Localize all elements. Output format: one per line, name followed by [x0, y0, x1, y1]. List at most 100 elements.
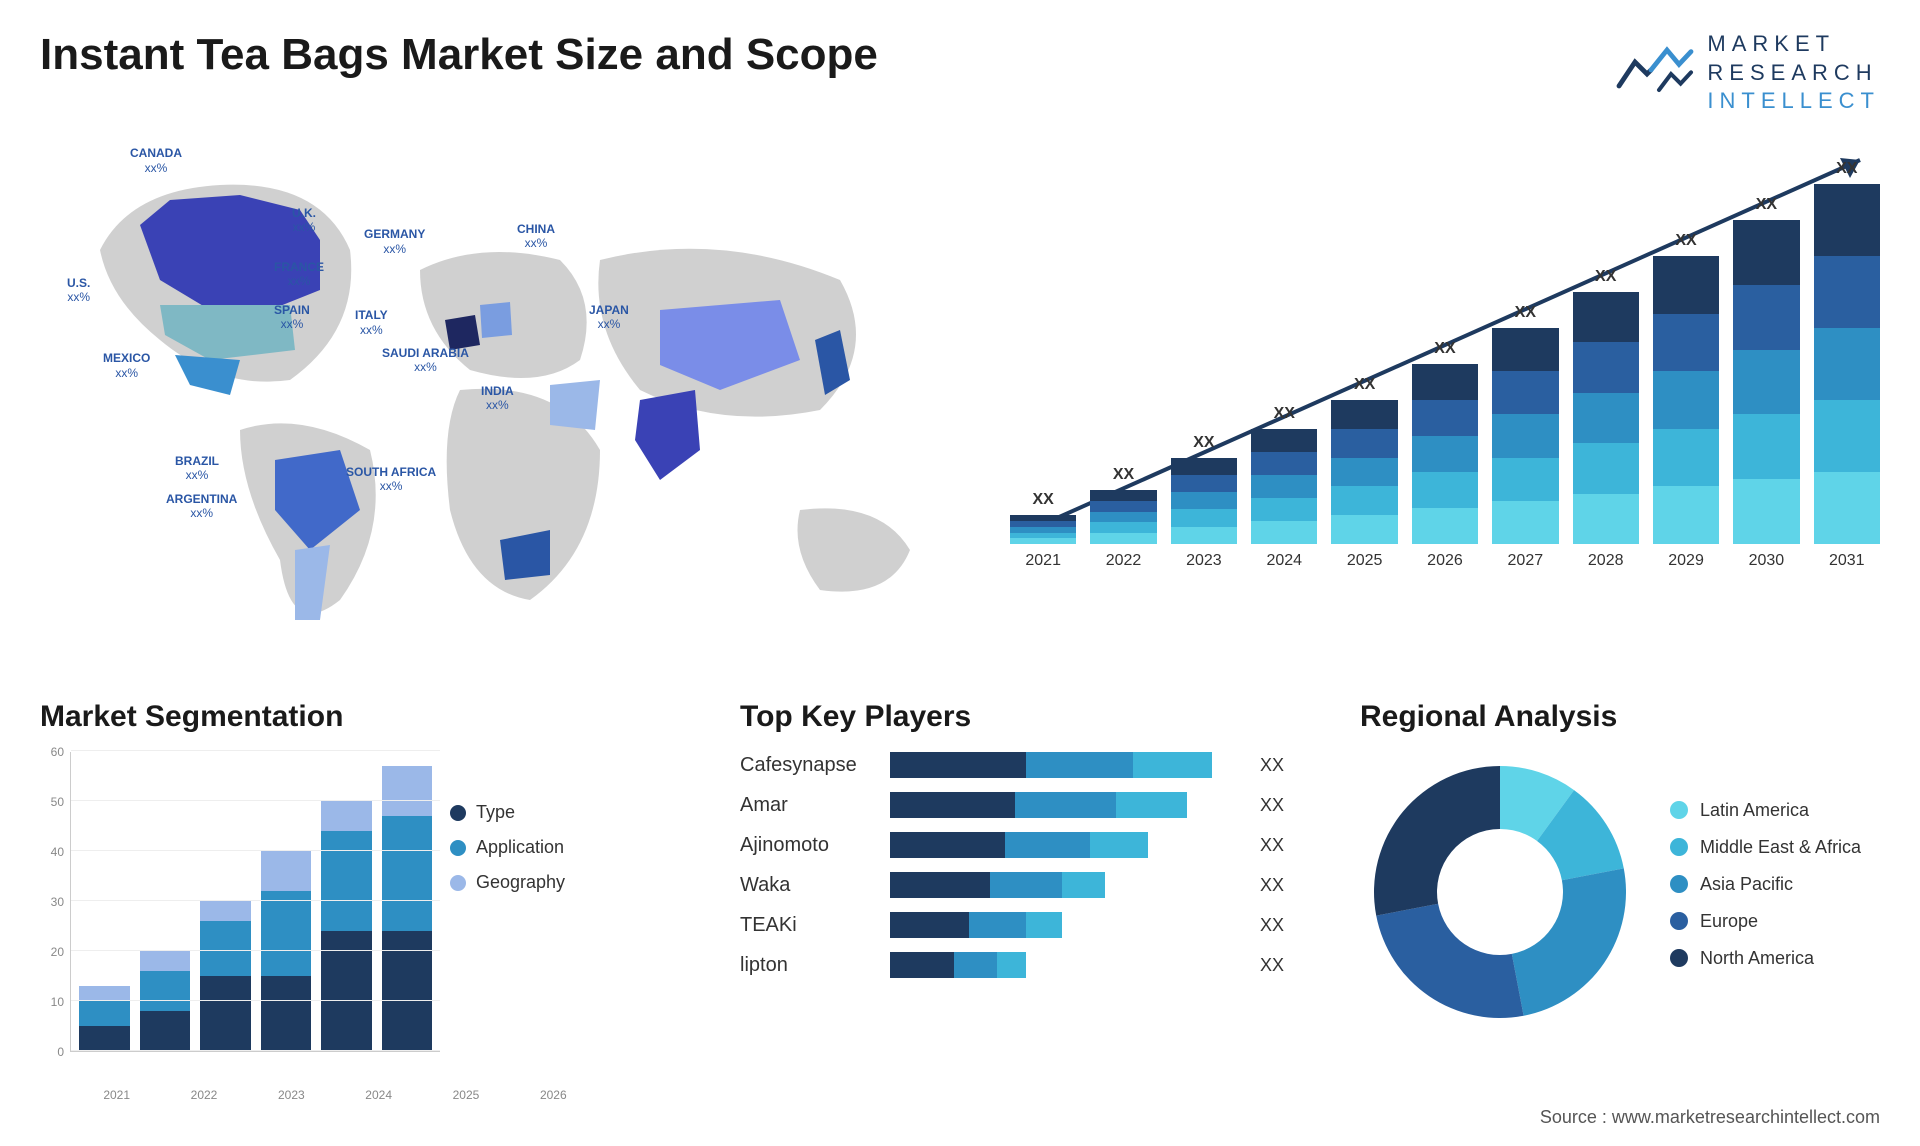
donut-slice — [1376, 904, 1523, 1018]
logo-mark-icon — [1615, 40, 1695, 105]
bar-segment — [1251, 521, 1317, 544]
players-title: Top Key Players — [740, 700, 1300, 734]
bar-segment — [1492, 371, 1558, 414]
seg-year: 2025 — [427, 1088, 504, 1102]
seg-bar — [261, 851, 312, 1051]
seg-segment — [79, 1001, 130, 1026]
bar-year: 2023 — [1186, 552, 1222, 570]
bar-segment — [1251, 429, 1317, 452]
player-segment — [890, 752, 1026, 778]
bar-segment — [1331, 400, 1397, 429]
seg-segment — [261, 851, 312, 891]
bar-segment — [1492, 501, 1558, 544]
donut-slice — [1374, 766, 1500, 916]
axis-tick: 10 — [51, 995, 64, 1009]
seg-bar — [79, 986, 130, 1051]
player-row: AmarXX — [740, 792, 1300, 818]
seg-year: 2022 — [165, 1088, 242, 1102]
bar-year: 2030 — [1749, 552, 1785, 570]
player-segment — [890, 832, 1005, 858]
player-segment — [1026, 912, 1062, 938]
map-label: SOUTH AFRICAxx% — [346, 465, 436, 494]
regional-section: Regional Analysis Latin AmericaMiddle Ea… — [1360, 700, 1900, 1032]
player-segment — [890, 792, 1015, 818]
seg-segment — [140, 1011, 191, 1051]
bar-segment — [1412, 436, 1478, 472]
bar-segment — [1331, 515, 1397, 544]
player-value: XX — [1260, 875, 1300, 896]
player-row: Cafesynapse XX — [740, 752, 1300, 778]
legend-item: Asia Pacific — [1670, 874, 1861, 895]
bar-year: 2021 — [1025, 552, 1061, 570]
bar-year: 2024 — [1266, 552, 1302, 570]
player-segment — [1090, 832, 1147, 858]
seg-segment — [261, 976, 312, 1051]
segmentation-legend: Type Application Geography — [440, 752, 600, 1082]
axis-tick: 40 — [51, 845, 64, 859]
bar-segment — [1171, 458, 1237, 475]
players-section: Top Key Players Cafesynapse XX AmarXX Ajino… — [740, 700, 1300, 992]
seg-year: 2023 — [253, 1088, 330, 1102]
bar-segment — [1492, 328, 1558, 371]
seg-segment — [200, 921, 251, 976]
legend-label: Middle East & Africa — [1700, 837, 1861, 858]
legend-label: Type — [476, 802, 515, 823]
legend-item: Middle East & Africa — [1670, 837, 1861, 858]
legend-dot-icon — [1670, 875, 1688, 893]
seg-bar — [140, 951, 191, 1051]
bar-segment — [1814, 472, 1880, 544]
bar-value: XX — [1033, 491, 1054, 509]
map-label: JAPANxx% — [589, 303, 629, 332]
bar-year: 2029 — [1668, 552, 1704, 570]
bar-segment — [1251, 475, 1317, 498]
seg-segment — [200, 976, 251, 1051]
axis-tick: 50 — [51, 795, 64, 809]
map-country-mexico — [175, 355, 240, 395]
player-bar — [890, 752, 1248, 778]
bar-segment — [1814, 400, 1880, 472]
legend-label: Geography — [476, 872, 565, 893]
seg-segment — [382, 766, 433, 816]
seg-bar — [200, 901, 251, 1051]
bar-value: XX — [1756, 196, 1777, 214]
bar-year: 2022 — [1106, 552, 1142, 570]
seg-segment — [140, 951, 191, 971]
bar-segment — [1412, 364, 1478, 400]
player-bar — [890, 792, 1248, 818]
map-label: CANADAxx% — [130, 146, 182, 175]
player-segment — [1133, 752, 1212, 778]
player-name: Cafesynapse — [740, 754, 890, 777]
bar-value: XX — [1434, 340, 1455, 358]
bar-column: XX2024 — [1251, 405, 1317, 570]
bar-segment — [1653, 486, 1719, 544]
player-value: XX — [1260, 835, 1300, 856]
bar-segment — [1412, 472, 1478, 508]
bar-segment — [1733, 220, 1799, 285]
map-label: GERMANYxx% — [364, 227, 425, 256]
bar-segment — [1090, 490, 1156, 501]
legend-dot-icon — [1670, 912, 1688, 930]
legend-item: Geography — [450, 872, 600, 893]
bar-column: XX 2023 — [1171, 434, 1237, 570]
donut-slice — [1512, 868, 1626, 1015]
map-label: U.K.xx% — [292, 206, 316, 235]
bar-year: 2028 — [1588, 552, 1624, 570]
legend-dot-icon — [1670, 949, 1688, 967]
bar-segment — [1171, 527, 1237, 544]
bar-value: XX — [1675, 232, 1696, 250]
legend-label: Europe — [1700, 911, 1758, 932]
player-value: XX — [1260, 755, 1300, 776]
source-text: Source : www.marketresearchintellect.com — [1540, 1107, 1880, 1128]
bar-segment — [1090, 512, 1156, 523]
bar-segment — [1573, 443, 1639, 493]
bar-segment — [1171, 492, 1237, 509]
legend-item: Application — [450, 837, 600, 858]
player-name: Ajinomoto — [740, 834, 890, 857]
bar-year: 2025 — [1347, 552, 1383, 570]
seg-segment — [261, 891, 312, 976]
bar-value: XX — [1595, 268, 1616, 286]
bar-value: XX — [1193, 434, 1214, 452]
player-row: WakaXX — [740, 872, 1300, 898]
player-name: TEAKi — [740, 914, 890, 937]
map-country-france — [445, 315, 480, 350]
